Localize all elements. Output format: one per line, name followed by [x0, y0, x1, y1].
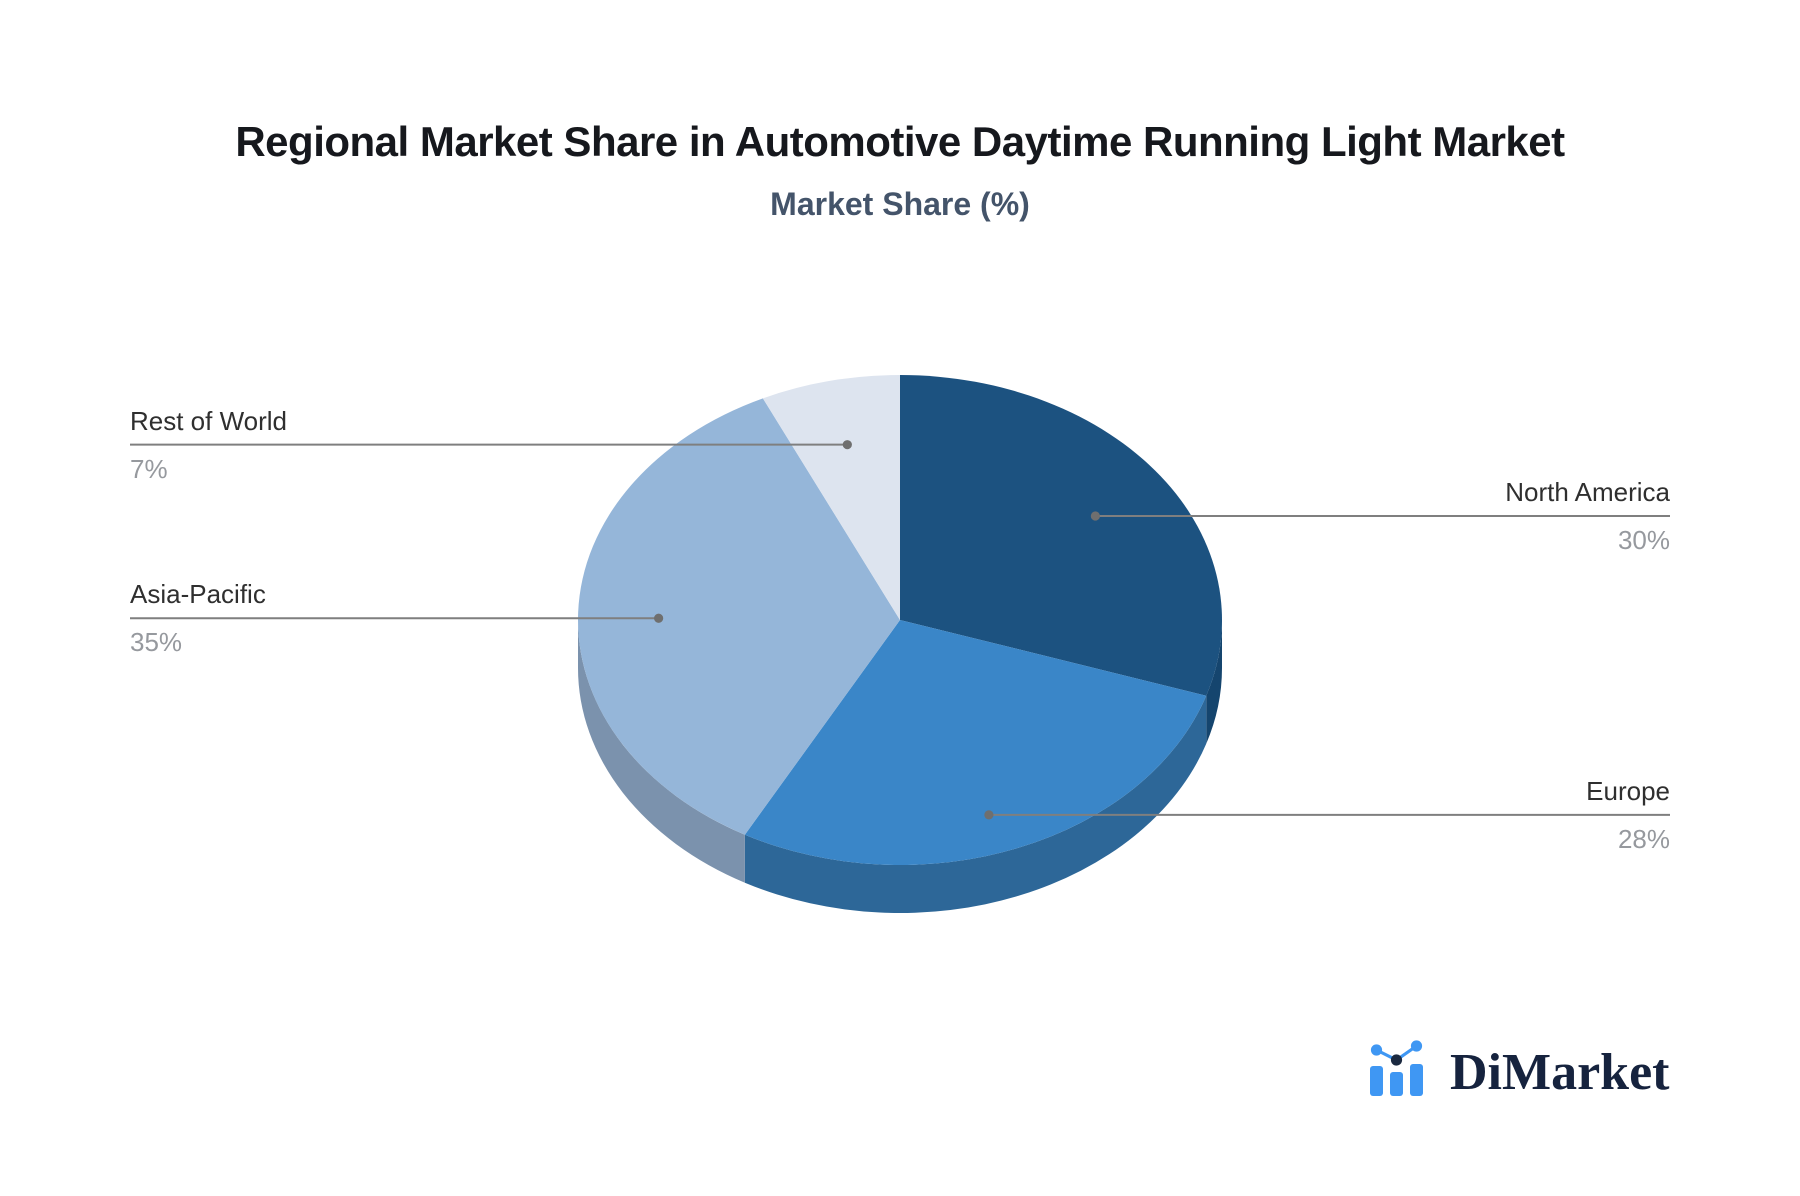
leader-dot-north-america — [1090, 511, 1100, 521]
pie-slice-side-europe — [744, 695, 1207, 914]
brand-name: DiMarket — [1450, 1044, 1670, 1101]
pie-slice-north-america[interactable] — [900, 375, 1223, 696]
slice-percent: 35% — [130, 627, 183, 658]
slice-percent: 30% — [1617, 524, 1670, 555]
pie-slice-side-asia-pacific — [578, 620, 745, 883]
leader-dot-europe — [984, 810, 994, 820]
pie-slice-side-north-america — [1206, 620, 1222, 744]
pie-slice-asia-pacific[interactable] — [578, 398, 900, 835]
leader-dot-asia-pacific — [654, 613, 664, 623]
slice-percent: 7% — [130, 453, 168, 484]
pie-slice-rest-of-world[interactable] — [762, 375, 900, 620]
chart-subtitle: Market Share (%) — [770, 186, 1030, 222]
bar-chart-logo-icon — [1370, 1040, 1423, 1096]
slice-percent: 28% — [1617, 823, 1670, 854]
pie-slice-europe[interactable] — [744, 620, 1207, 866]
chart-title: Regional Market Share in Automotive Dayt… — [235, 118, 1565, 165]
slice-label: Asia-Pacific — [130, 579, 266, 610]
leader-dot-rest-of-world — [842, 440, 852, 450]
brand-logo: DiMarket — [1368, 1038, 1670, 1101]
slice-label: Rest of World — [130, 405, 288, 436]
slice-label: North America — [1505, 476, 1670, 507]
slice-label: Europe — [1586, 775, 1670, 806]
